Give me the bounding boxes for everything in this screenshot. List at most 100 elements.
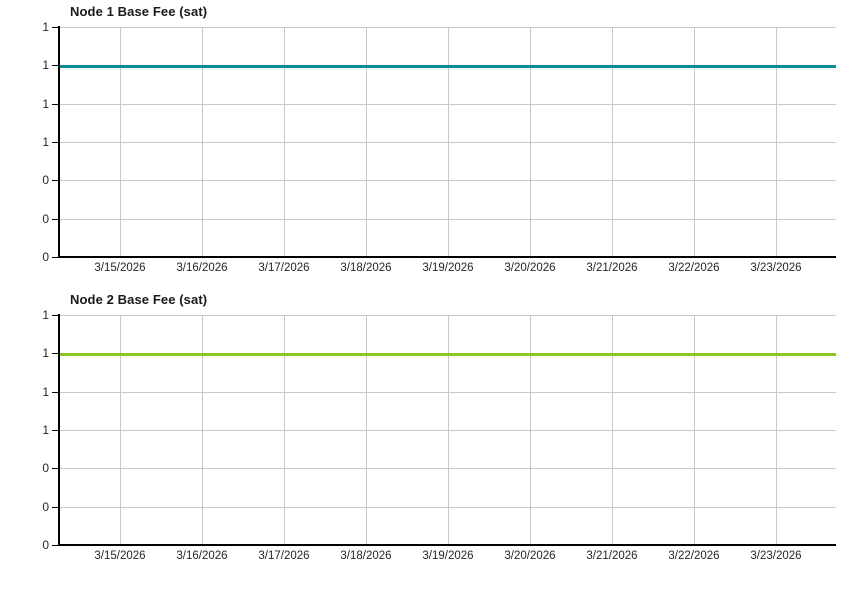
- gridline-vertical: [448, 315, 449, 545]
- x-axis-tick-label: 3/15/2026: [94, 550, 146, 562]
- y-axis-tick-label: 1: [42, 346, 49, 360]
- y-axis-tick: [52, 180, 59, 181]
- x-axis-tick-label: 3/16/2026: [176, 262, 228, 274]
- y-axis-tick-label: 0: [42, 500, 49, 514]
- x-axis-tick-label: 3/18/2026: [340, 262, 392, 274]
- x-axis-tick-label: 3/20/2026: [504, 550, 556, 562]
- y-axis-tick-label: 1: [42, 385, 49, 399]
- x-axis-tick-label: 3/17/2026: [258, 262, 310, 274]
- chart-title: Node 2 Base Fee (sat): [70, 292, 208, 307]
- series-data-point: [693, 65, 696, 68]
- chart-title: Node 1 Base Fee (sat): [70, 4, 208, 19]
- x-axis-tick-label: 3/18/2026: [340, 550, 392, 562]
- x-axis-tick-label: 3/22/2026: [668, 550, 720, 562]
- series-data-point: [529, 353, 532, 356]
- x-axis-line: [58, 256, 836, 258]
- gridline-horizontal: [59, 392, 836, 393]
- y-axis-tick: [52, 392, 59, 393]
- gridline-horizontal: [59, 180, 836, 181]
- plot-area: [59, 27, 836, 258]
- x-axis-tick-label: 3/19/2026: [422, 262, 474, 274]
- gridline-horizontal: [59, 219, 836, 220]
- gridline-horizontal: [59, 142, 836, 143]
- chart-panel-node-2: Node 2 Base Fee (sat) 1 1 1 1 0 0 0 3/15/2026 3/…: [0, 288, 860, 578]
- series-data-point: [119, 65, 122, 68]
- series-data-point: [119, 353, 122, 356]
- gridline-vertical: [694, 27, 695, 257]
- x-axis-tick-label: 3/16/2026: [176, 550, 228, 562]
- y-axis-tick-label: 0: [42, 250, 49, 264]
- gridline-horizontal: [59, 430, 836, 431]
- series-data-point: [775, 65, 778, 68]
- y-axis-tick: [52, 507, 59, 508]
- y-axis-tick-label: 1: [42, 20, 49, 34]
- x-axis-tick-label: 3/21/2026: [586, 262, 638, 274]
- x-axis-tick-label: 3/23/2026: [750, 262, 802, 274]
- y-axis-tick: [52, 545, 59, 546]
- gridline-vertical: [530, 27, 531, 257]
- series-data-point: [775, 353, 778, 356]
- x-axis-line: [58, 544, 836, 546]
- x-axis-tick-label: 3/21/2026: [586, 550, 638, 562]
- y-axis-tick-label: 0: [42, 461, 49, 475]
- x-axis-tick-label: 3/19/2026: [422, 550, 474, 562]
- y-axis-line: [58, 314, 60, 546]
- series-data-point: [201, 353, 204, 356]
- y-axis-tick-label: 0: [42, 212, 49, 226]
- gridline-horizontal: [59, 104, 836, 105]
- gridline-horizontal: [59, 27, 836, 28]
- x-axis-tick-label: 3/22/2026: [668, 262, 720, 274]
- y-axis-tick: [52, 430, 59, 431]
- y-axis-tick-label: 1: [42, 423, 49, 437]
- gridline-vertical: [776, 27, 777, 257]
- gridline-vertical: [612, 315, 613, 545]
- y-axis-tick: [52, 65, 59, 66]
- y-axis-tick: [52, 219, 59, 220]
- series-data-point: [611, 65, 614, 68]
- gridline-vertical: [612, 27, 613, 257]
- y-axis-tick-label: 1: [42, 97, 49, 111]
- gridline-vertical: [120, 27, 121, 257]
- gridline-vertical: [202, 27, 203, 257]
- x-axis-tick-label: 3/23/2026: [750, 550, 802, 562]
- y-axis-tick-label: 1: [42, 308, 49, 322]
- y-axis-tick: [52, 468, 59, 469]
- series-data-point: [529, 65, 532, 68]
- plot-area: [59, 315, 836, 546]
- gridline-vertical: [366, 27, 367, 257]
- gridline-vertical: [284, 27, 285, 257]
- gridline-vertical: [448, 27, 449, 257]
- x-axis-tick-label: 3/17/2026: [258, 550, 310, 562]
- y-axis-line: [58, 26, 60, 258]
- y-axis-tick-label: 0: [42, 173, 49, 187]
- x-axis-tick-label: 3/20/2026: [504, 262, 556, 274]
- y-axis-tick-label: 1: [42, 135, 49, 149]
- series-data-point: [365, 353, 368, 356]
- series-data-point: [283, 353, 286, 356]
- gridline-vertical: [284, 315, 285, 545]
- gridline-vertical: [694, 315, 695, 545]
- gridline-horizontal: [59, 468, 836, 469]
- series-data-point: [693, 353, 696, 356]
- y-axis-tick: [52, 27, 59, 28]
- series-data-point: [283, 65, 286, 68]
- gridline-vertical: [366, 315, 367, 545]
- y-axis-tick: [52, 104, 59, 105]
- y-axis-tick: [52, 257, 59, 258]
- series-data-point: [365, 65, 368, 68]
- gridline-vertical: [120, 315, 121, 545]
- x-axis-tick-label: 3/15/2026: [94, 262, 146, 274]
- chart-panel-node-1: Node 1 Base Fee (sat) 1 1 1 1 0 0 0 3/15/2026 3/…: [0, 0, 860, 290]
- y-axis-tick: [52, 142, 59, 143]
- gridline-vertical: [776, 315, 777, 545]
- series-data-point: [201, 65, 204, 68]
- gridline-horizontal: [59, 507, 836, 508]
- series-data-point: [611, 353, 614, 356]
- gridline-vertical: [530, 315, 531, 545]
- y-axis-tick: [52, 315, 59, 316]
- y-axis-tick: [52, 353, 59, 354]
- y-axis-tick-label: 1: [42, 58, 49, 72]
- series-data-point: [447, 65, 450, 68]
- y-axis-tick-label: 0: [42, 538, 49, 552]
